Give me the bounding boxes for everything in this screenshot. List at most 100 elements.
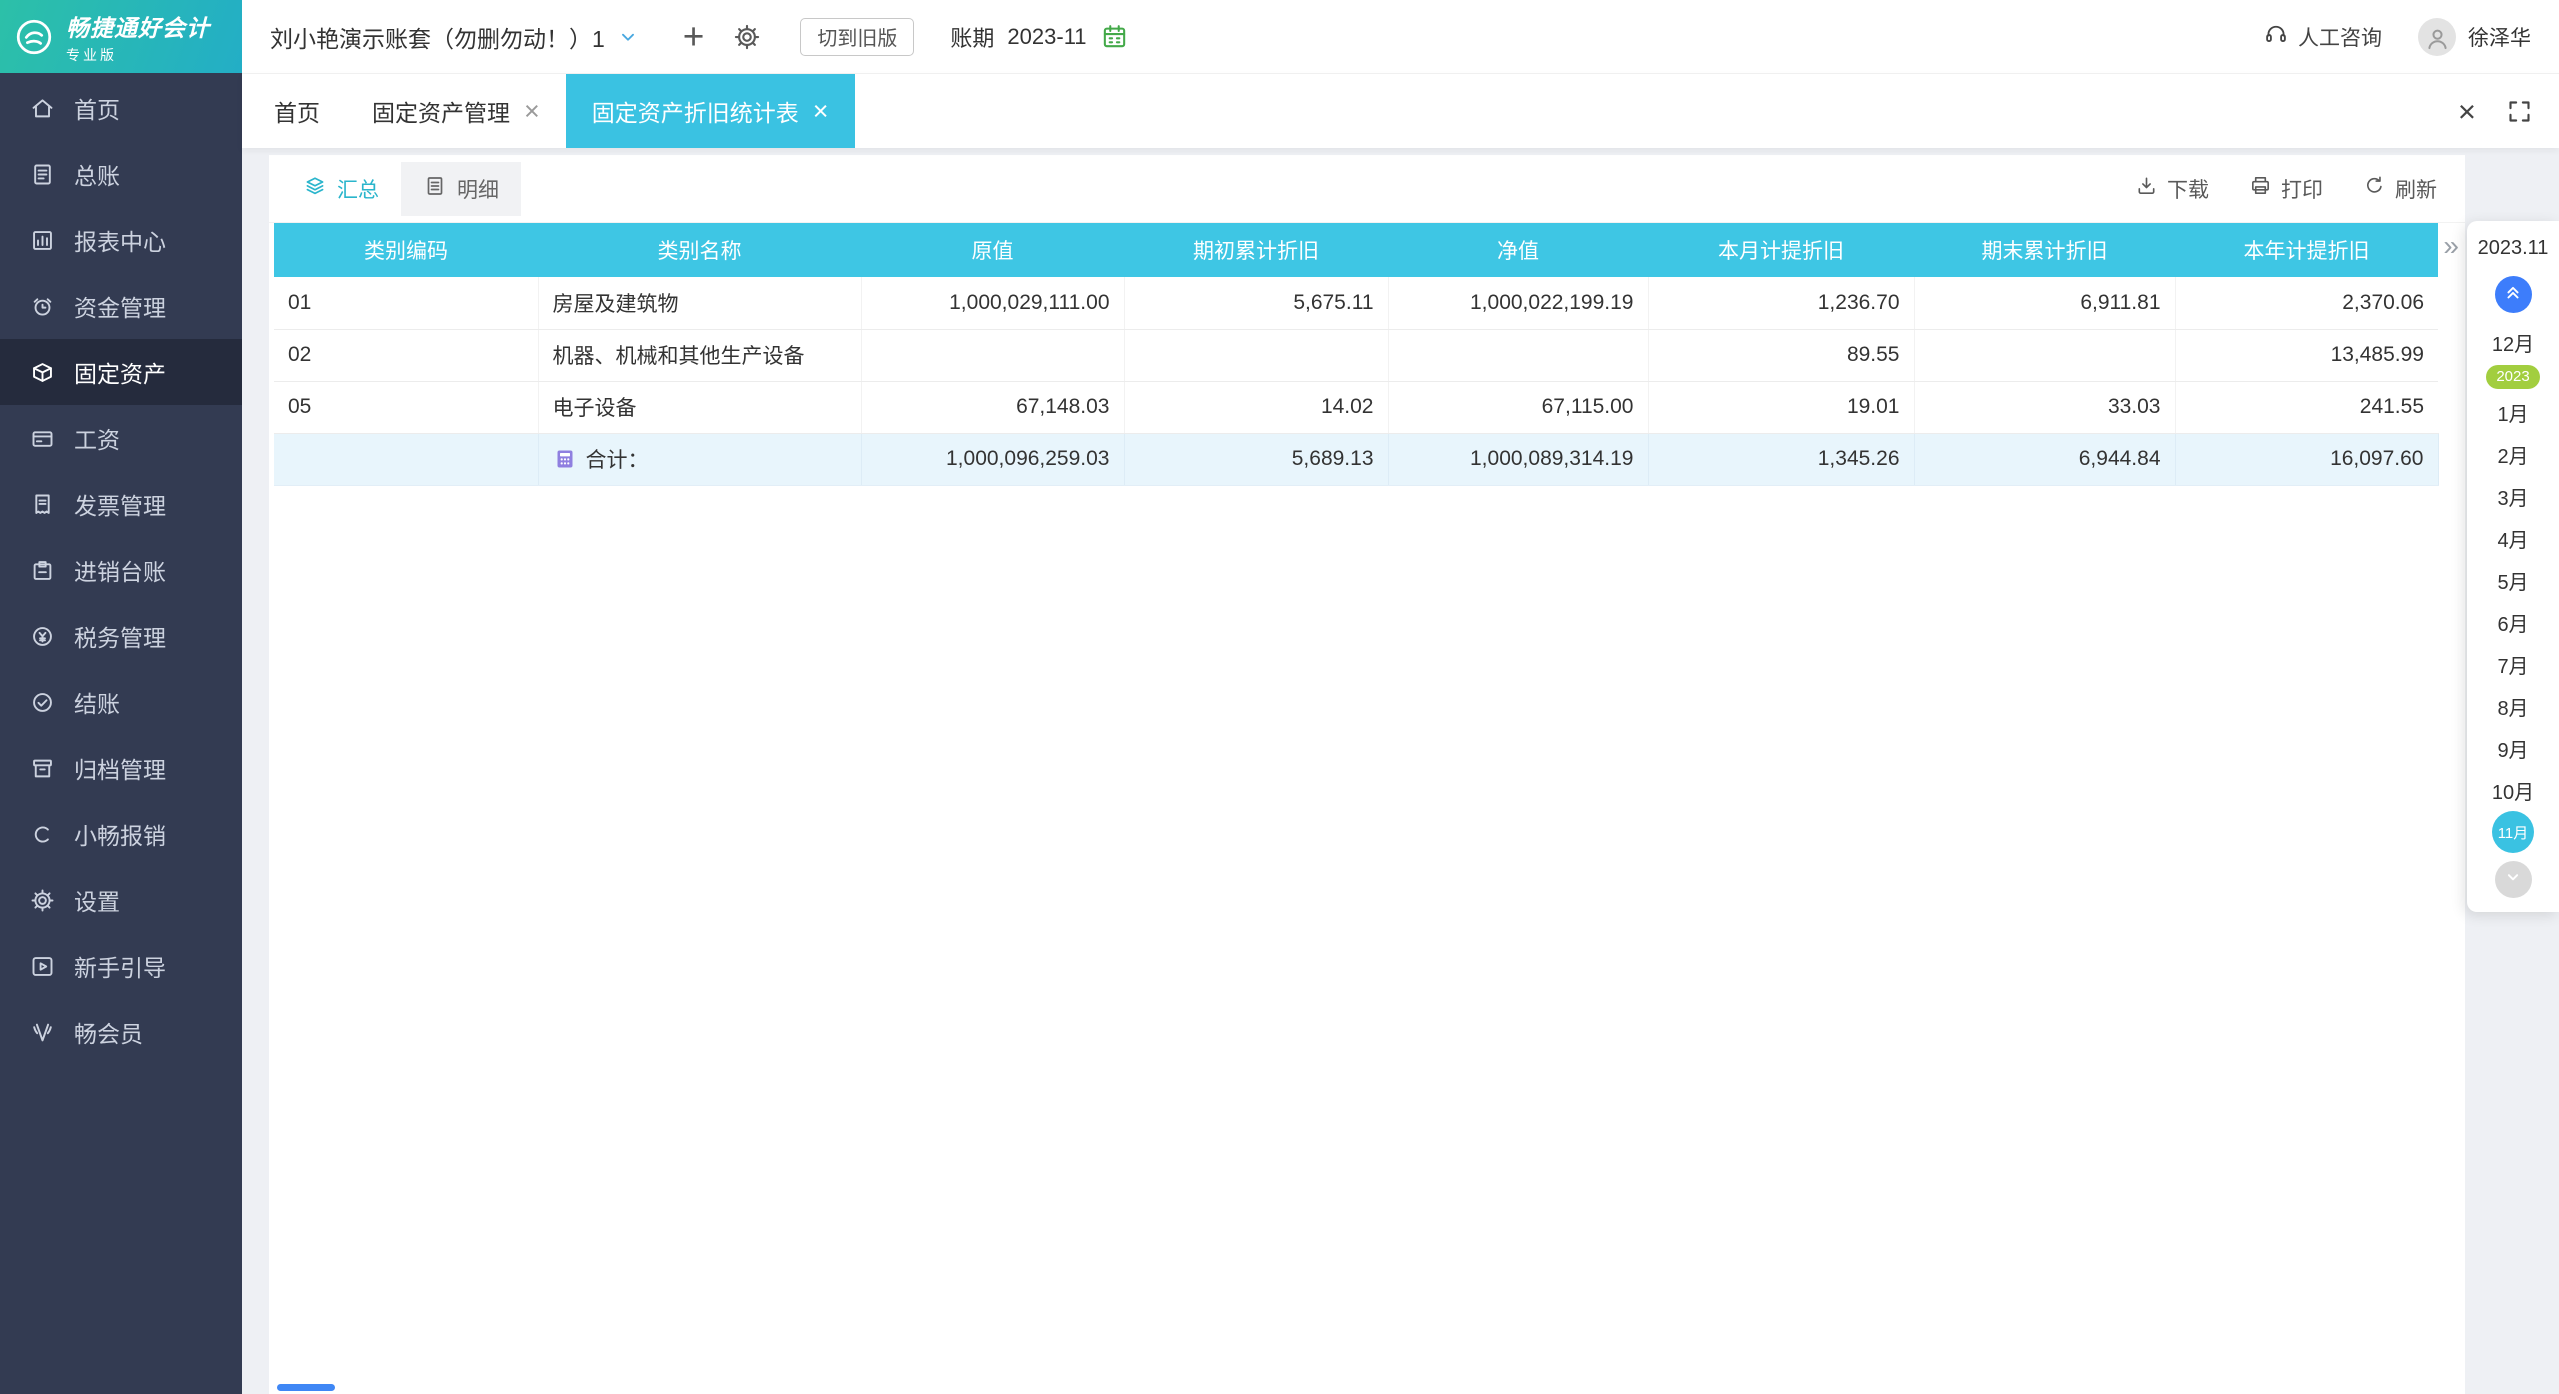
sidebar-item-8[interactable]: 税务管理	[0, 603, 242, 669]
table-row: 01 房屋及建筑物 1,000,029,111.00 5,675.11 1,000,02…	[274, 277, 2438, 330]
month-item[interactable]: 6月	[2467, 601, 2559, 643]
month-label: 9月	[2497, 739, 2529, 762]
account-settings-gear-icon[interactable]	[732, 22, 762, 52]
report-panel: 汇总 明细 下载 打印 刷新 类别编码 类别名称 原值 期初累计折旧 净值 本月计提折旧 期末累计…	[269, 155, 2465, 1394]
period-label: 账期	[950, 25, 995, 51]
fullscreen-icon[interactable]	[2506, 98, 2533, 125]
report-table: 类别编码 类别名称 原值 期初累计折旧 净值 本月计提折旧 期末累计折旧 本年计提折旧 01 房…	[274, 223, 2439, 486]
sidebar-item-14[interactable]: 畅会员	[0, 999, 242, 1065]
tab-close-icon[interactable]: ×	[812, 95, 829, 126]
calendar-icon[interactable]	[1100, 22, 1129, 51]
sidebar-item-5[interactable]: 工资	[0, 405, 242, 471]
sidebar-item-0[interactable]: 首页	[0, 75, 242, 141]
archive-icon	[29, 755, 56, 782]
report-center-icon	[29, 227, 56, 254]
month-item[interactable]: 4月	[2467, 517, 2559, 559]
sidebar-item-label: 畅会员	[74, 1021, 143, 1047]
month-label: 3月	[2497, 487, 2529, 510]
table-cell: 241.55	[2175, 381, 2438, 434]
month-item[interactable]: 5月	[2467, 559, 2559, 601]
total-cell: 6,944.84	[1914, 433, 2176, 486]
view-tab-1[interactable]: 明细	[401, 161, 521, 216]
switch-old-version-button[interactable]: 切到旧版	[800, 17, 915, 56]
chevron-down-icon	[2502, 866, 2524, 893]
sidebar-item-7[interactable]: 进销台账	[0, 537, 242, 603]
period-group: 账期 2023-11	[950, 21, 1128, 53]
support-button[interactable]: 人工咨询	[2263, 21, 2382, 53]
month-item[interactable]: 10月	[2467, 769, 2559, 811]
tax-icon	[29, 623, 56, 650]
column-header: 类别名称	[538, 223, 861, 277]
tabs: 首页 固定资产管理 × 固定资产折旧统计表 ×	[242, 74, 855, 148]
content-area: 汇总 明细 下载 打印 刷新 类别编码 类别名称 原值 期初累计折旧 净值 本月计提折旧 期末累计…	[242, 148, 2559, 1394]
sidebar-item-4[interactable]: 固定资产	[0, 339, 242, 405]
print-button[interactable]: 打印	[2249, 174, 2323, 204]
scroll-months-down-button[interactable]	[2494, 861, 2532, 898]
month-item[interactable]: 11月	[2467, 811, 2559, 853]
sidebar-item-label: 首页	[74, 97, 120, 123]
total-cell: 1,000,089,314.19	[1388, 433, 1649, 486]
tab-label: 首页	[274, 100, 320, 126]
total-cell: 5,689.13	[1124, 433, 1389, 486]
month-item[interactable]: 1月	[2467, 391, 2559, 433]
total-cell: 1,345.26	[1648, 433, 1915, 486]
month-label: 6月	[2497, 613, 2529, 636]
horizontal-scrollbar-thumb[interactable]	[277, 1384, 335, 1391]
sidebar-item-label: 资金管理	[74, 295, 166, 321]
month-item[interactable]: 8月	[2467, 685, 2559, 727]
headset-icon	[2263, 21, 2289, 53]
tab-1[interactable]: 固定资产管理 ×	[346, 74, 566, 148]
sidebar-item-label: 归档管理	[74, 757, 166, 783]
scroll-months-up-button[interactable]	[2494, 276, 2532, 313]
double-chevron-up-icon	[2502, 281, 2524, 308]
close-all-tabs-icon[interactable]: ×	[2457, 93, 2476, 129]
sidebar-item-1[interactable]: 总账	[0, 141, 242, 207]
month-item[interactable]: 7月	[2467, 643, 2559, 685]
month-label: 11月	[2492, 811, 2534, 853]
sidebar-item-2[interactable]: 报表中心	[0, 207, 242, 273]
action-label: 刷新	[2395, 178, 2437, 202]
month-item[interactable]: 9月	[2467, 727, 2559, 769]
sidebar-item-13[interactable]: 新手引导	[0, 933, 242, 999]
tab-close-icon[interactable]: ×	[524, 95, 540, 126]
tab-0[interactable]: 首页	[248, 74, 346, 148]
sidebar-item-label: 固定资产	[74, 361, 166, 387]
add-account-button[interactable]: +	[682, 16, 705, 57]
topbar: 刘小艳演示账套（勿删勿动！）1 + 切到旧版 账期 2023-11	[242, 0, 2559, 73]
action-label: 下载	[2167, 178, 2209, 202]
sidebar-item-6[interactable]: 发票管理	[0, 471, 242, 537]
sidebar-item-3[interactable]: 资金管理	[0, 273, 242, 339]
support-label: 人工咨询	[2298, 26, 2382, 50]
view-tab-label: 汇总	[337, 178, 379, 202]
sidebar-item-label: 发票管理	[74, 493, 166, 519]
sidebar-item-12[interactable]: 设置	[0, 867, 242, 933]
table-cell: 89.55	[1648, 329, 1915, 382]
month-item[interactable]: 12月	[2467, 321, 2559, 363]
account-selector[interactable]: 刘小艳演示账套（勿删勿动！）1	[270, 20, 639, 54]
layers-icon	[303, 174, 327, 204]
refresh-button[interactable]: 刷新	[2363, 174, 2437, 204]
avatar[interactable]	[2418, 17, 2456, 56]
fixed-assets-icon	[29, 359, 56, 386]
sidebar-item-9[interactable]: 结账	[0, 669, 242, 735]
period-value[interactable]: 2023-11	[1007, 23, 1087, 49]
view-tab-0[interactable]: 汇总	[281, 161, 401, 216]
month-list: 12月 2023 1月 2月 3月 4月 5月 6月 7月 8月 9月 10月 11月	[2467, 321, 2559, 853]
sidebar-item-11[interactable]: 小畅报销	[0, 801, 242, 867]
tab-2[interactable]: 固定资产折旧统计表 ×	[565, 74, 855, 148]
sidebar-item-10[interactable]: 归档管理	[0, 735, 242, 801]
month-item[interactable]: 2月	[2467, 433, 2559, 475]
collapse-date-panel-icon[interactable]: »	[2443, 230, 2459, 261]
sidebar-item-label: 进销台账	[74, 559, 166, 585]
invoice-icon	[29, 491, 56, 518]
table-cell: 19.01	[1648, 381, 1915, 434]
toolbar-actions: 下载 打印 刷新	[2135, 174, 2437, 204]
download-button[interactable]: 下载	[2135, 174, 2209, 204]
table-row: 05 电子设备 67,148.03 14.02 67,115.00 19.01 33.03 2…	[274, 381, 2438, 434]
reimburse-icon	[29, 821, 56, 848]
print-icon	[2249, 174, 2272, 203]
month-item[interactable]: 3月	[2467, 475, 2559, 517]
chevron-down-icon	[617, 26, 639, 48]
table-cell: 1,236.70	[1648, 277, 1915, 330]
column-header: 期末累计折旧	[1914, 223, 2175, 277]
